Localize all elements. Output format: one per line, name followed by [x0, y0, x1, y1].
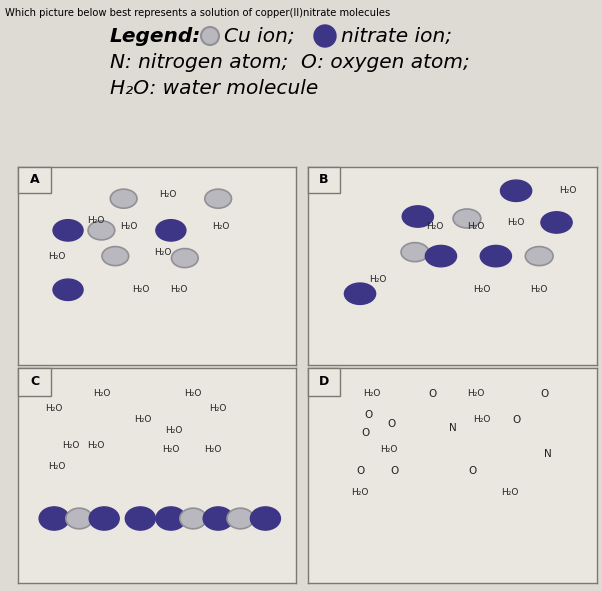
Circle shape: [250, 507, 281, 530]
Text: Cu ion;: Cu ion;: [224, 27, 294, 46]
Circle shape: [53, 220, 83, 241]
FancyBboxPatch shape: [308, 368, 340, 396]
Circle shape: [314, 25, 336, 47]
FancyBboxPatch shape: [18, 167, 51, 193]
Circle shape: [526, 246, 553, 265]
Text: H₂O: H₂O: [559, 186, 577, 195]
Text: N: N: [448, 423, 456, 433]
Circle shape: [205, 189, 232, 208]
Text: H₂O: H₂O: [48, 462, 66, 472]
Text: H₂O: H₂O: [184, 389, 202, 398]
Text: H₂O: H₂O: [46, 404, 63, 413]
Text: H₂O: H₂O: [473, 285, 490, 294]
Circle shape: [53, 279, 83, 300]
Text: A: A: [30, 173, 40, 186]
Circle shape: [39, 507, 69, 530]
Circle shape: [88, 221, 115, 240]
Circle shape: [453, 209, 481, 228]
Text: O: O: [512, 415, 520, 424]
Text: H₂O: H₂O: [501, 488, 519, 497]
Text: H₂O: H₂O: [368, 275, 386, 284]
Text: B: B: [319, 173, 329, 186]
Circle shape: [401, 243, 429, 262]
Circle shape: [89, 507, 119, 530]
Text: H₂O: H₂O: [93, 389, 110, 398]
FancyBboxPatch shape: [308, 167, 340, 193]
Circle shape: [203, 507, 233, 530]
Text: O: O: [388, 419, 396, 429]
Circle shape: [66, 508, 93, 529]
Text: H₂O: H₂O: [467, 222, 484, 231]
Circle shape: [110, 189, 137, 208]
Circle shape: [541, 212, 572, 233]
Circle shape: [156, 220, 186, 241]
FancyBboxPatch shape: [18, 368, 51, 396]
Circle shape: [156, 507, 186, 530]
Text: N: nitrogen atom;  O: oxygen atom;: N: nitrogen atom; O: oxygen atom;: [110, 53, 470, 72]
Circle shape: [125, 507, 155, 530]
Text: O: O: [468, 466, 477, 476]
Text: H₂O: H₂O: [87, 441, 105, 450]
Text: H₂O: H₂O: [165, 426, 182, 435]
Text: O: O: [365, 410, 373, 420]
Circle shape: [480, 245, 512, 267]
Text: H₂O: H₂O: [209, 404, 227, 413]
Text: N: N: [544, 449, 552, 459]
Text: H₂O: H₂O: [530, 285, 548, 294]
Text: O: O: [356, 466, 364, 476]
Text: H₂O: H₂O: [507, 218, 525, 227]
Circle shape: [201, 27, 219, 45]
Text: H₂O: H₂O: [426, 222, 444, 231]
Text: Legend:: Legend:: [110, 27, 201, 46]
Text: H₂O: H₂O: [160, 190, 177, 199]
Text: D: D: [319, 375, 329, 388]
Text: O: O: [391, 466, 399, 476]
Circle shape: [172, 249, 198, 268]
Text: H₂O: H₂O: [213, 222, 229, 231]
Text: nitrate ion;: nitrate ion;: [341, 27, 452, 46]
Text: O: O: [428, 389, 436, 399]
Text: H₂O: H₂O: [363, 389, 380, 398]
Text: H₂O: H₂O: [352, 488, 368, 497]
Circle shape: [102, 246, 129, 265]
Circle shape: [402, 206, 433, 227]
Text: Which picture below best represents a solution of copper(II)nitrate molecules: Which picture below best represents a so…: [5, 8, 390, 18]
Circle shape: [426, 245, 456, 267]
Text: H₂O: H₂O: [154, 248, 171, 256]
Circle shape: [500, 180, 532, 202]
Text: H₂O: H₂O: [380, 445, 397, 454]
Text: H₂O: H₂O: [62, 441, 79, 450]
Text: C: C: [30, 375, 39, 388]
Circle shape: [180, 508, 206, 529]
Text: H₂O: H₂O: [48, 252, 66, 261]
Circle shape: [344, 283, 376, 304]
Text: O: O: [362, 427, 370, 437]
Text: H₂O: H₂O: [467, 389, 484, 398]
Text: H₂O: water molecule: H₂O: water molecule: [110, 79, 318, 98]
Text: H₂O: H₂O: [134, 415, 152, 424]
Text: H₂O: H₂O: [87, 216, 105, 225]
Text: H₂O: H₂O: [162, 445, 179, 454]
Text: O: O: [541, 389, 549, 399]
Text: H₂O: H₂O: [204, 445, 222, 454]
Circle shape: [227, 508, 254, 529]
Text: H₂O: H₂O: [473, 415, 490, 424]
Text: H₂O: H₂O: [170, 285, 188, 294]
Text: H₂O: H₂O: [132, 285, 149, 294]
Text: H₂O: H₂O: [120, 222, 138, 231]
